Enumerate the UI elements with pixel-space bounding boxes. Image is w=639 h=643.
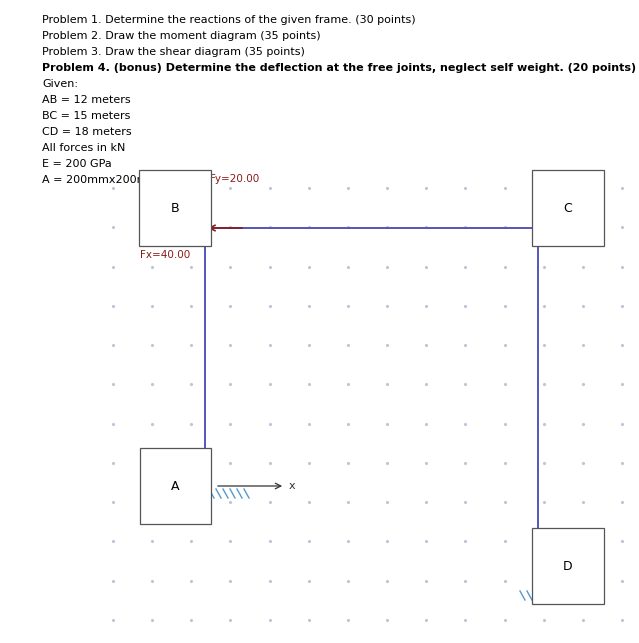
Text: Problem 2. Draw the moment diagram (35 points): Problem 2. Draw the moment diagram (35 p… <box>42 31 321 41</box>
Text: x: x <box>289 481 296 491</box>
Text: Given:: Given: <box>42 79 78 89</box>
Text: A: A <box>171 480 180 493</box>
Text: Fx=40.00: Fx=40.00 <box>140 250 190 260</box>
Text: C: C <box>564 201 573 215</box>
Text: AB = 12 meters: AB = 12 meters <box>42 95 130 105</box>
Text: D: D <box>563 559 573 572</box>
Text: A = 200mmx200mm: A = 200mmx200mm <box>42 175 158 185</box>
Text: CD = 18 meters: CD = 18 meters <box>42 127 132 137</box>
Text: B: B <box>171 201 180 215</box>
Text: E = 200 GPa: E = 200 GPa <box>42 159 112 169</box>
Text: Fy=20.00: Fy=20.00 <box>210 174 259 184</box>
Text: Problem 3. Draw the shear diagram (35 points): Problem 3. Draw the shear diagram (35 po… <box>42 47 305 57</box>
Text: All forces in kN: All forces in kN <box>42 143 125 153</box>
Text: Problem 4. (bonus) Determine the deflection at the free joints, neglect self wei: Problem 4. (bonus) Determine the deflect… <box>42 63 636 73</box>
Text: BC = 15 meters: BC = 15 meters <box>42 111 130 121</box>
Text: Problem 1. Determine the reactions of the given frame. (30 points): Problem 1. Determine the reactions of th… <box>42 15 415 25</box>
